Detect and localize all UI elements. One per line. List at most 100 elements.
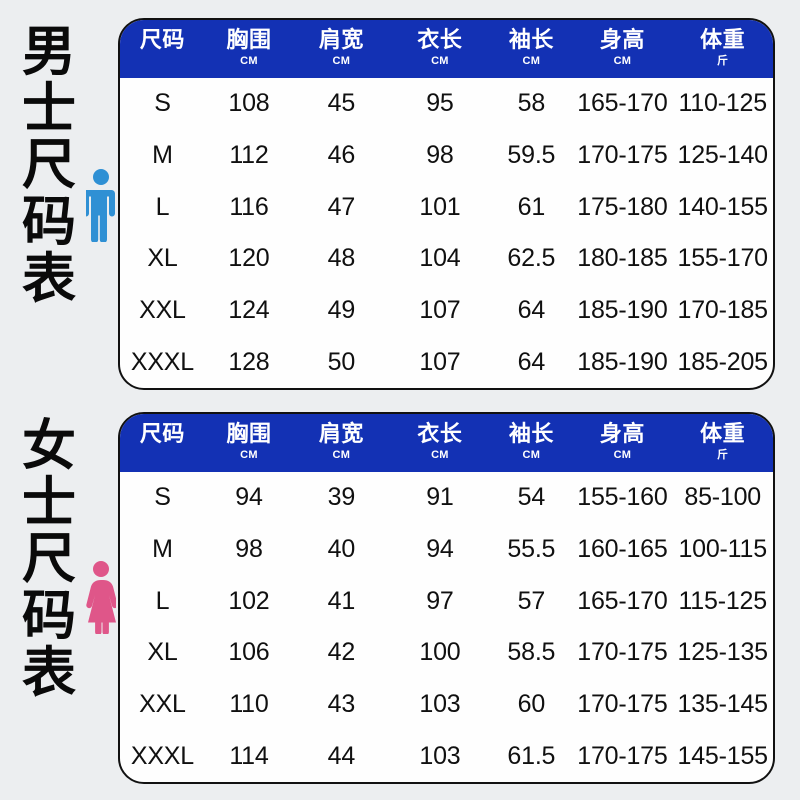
cell-sleeve: 62.5 [507, 244, 556, 273]
column-header-bust: 胸围 CM [205, 414, 293, 472]
column-header-unit: CM [522, 449, 541, 462]
cell-bust: 120 [228, 244, 270, 273]
column-header-unit: CM [332, 449, 351, 462]
column-header-shoulder: 肩宽 CM [293, 414, 390, 472]
column-header-weight: 体重斤 [672, 20, 773, 78]
column-header-unit: CM [240, 55, 258, 68]
cell-size: XXL [139, 689, 186, 718]
cell-sleeve: 64 [517, 347, 546, 376]
cell-sleeve: 60 [517, 689, 546, 718]
cell-weight: 125-140 [677, 140, 769, 169]
cell-size: M [152, 140, 173, 169]
cell-length: 107 [419, 295, 461, 324]
cell-length: 103 [419, 689, 461, 718]
cell-height: 165-170 [577, 586, 668, 615]
vertical-title-char-1: 士 [22, 76, 76, 140]
cell-length: 101 [419, 192, 461, 221]
vertical-title-char-3: 码 [22, 190, 76, 254]
column-header-label: 体重 [700, 28, 746, 54]
female-figure-icon [86, 560, 116, 634]
column-header-unit: CM [240, 449, 258, 462]
column-header-label: 衣长 [417, 28, 463, 54]
cell-shoulder: 46 [327, 140, 356, 169]
cell-size: L [155, 192, 170, 221]
cell-size: M [152, 534, 173, 563]
column-header-label: 衣长 [417, 422, 463, 448]
column-header-sleeve: 袖长 CM [490, 414, 572, 472]
cell-bust: 110 [229, 689, 269, 718]
table-row: XXXL 114 44 103 61.5 170-175 145-155 [120, 730, 773, 782]
column-header-length: 衣长 CM [390, 20, 491, 78]
cell-bust: 102 [228, 586, 270, 615]
column-header-label: 尺码 [139, 422, 185, 448]
cell-shoulder: 49 [327, 295, 356, 324]
cell-sleeve: 54 [517, 483, 546, 512]
column-header-unit: CM [613, 449, 632, 462]
column-header-height: 身高 CM [572, 20, 672, 78]
cell-length: 100 [419, 638, 461, 667]
womens-table-body: S 94 39 91 54 155-160 85-100 M 98 40 94 55.5 160-165… [120, 472, 773, 782]
mens-table-header: 尺码 胸围 CM 肩宽 CM 衣长 CM 袖长 CM 身高 CM 体重斤 [120, 20, 773, 78]
table-row: M 98 40 94 55.5 160-165 100-115 [120, 524, 773, 576]
cell-height: 165-170 [577, 89, 668, 118]
mens-table-body: S 108 45 95 58 165-170 110-125 M 112 46 98 59.5 170-… [120, 78, 773, 388]
cell-bust: 112 [229, 140, 269, 169]
cell-weight: 110-125 [678, 89, 767, 118]
cell-height: 170-175 [577, 638, 668, 667]
cell-size: XXXL [130, 347, 194, 376]
cell-height: 170-175 [577, 689, 668, 718]
cell-weight: 185-205 [677, 347, 769, 376]
column-header-size: 尺码 [120, 414, 205, 472]
table-row: XXL 124 49 107 64 185-190 170-185 [120, 285, 773, 337]
mens-size-chart-section: 男士尺码表 尺码 胸围 CM 肩宽 CM 衣长 CM 袖长 CM 身高 CM 体重斤 S 108 45 9… [0, 18, 800, 390]
womens-vertical-title: 女士尺码表 [14, 414, 84, 701]
cell-length: 94 [426, 534, 454, 563]
vertical-title-char-2: 尺 [22, 133, 76, 197]
column-header-label: 肩宽 [318, 422, 364, 448]
column-header-unit: CM [332, 55, 351, 68]
cell-length: 103 [419, 741, 461, 770]
cell-size: S [154, 89, 171, 118]
column-header-shoulder: 肩宽 CM [293, 20, 390, 78]
column-header-unit: 斤 [717, 448, 729, 462]
cell-size: XL [147, 638, 178, 667]
column-header-unit: CM [613, 55, 632, 68]
cell-size: XXL [139, 295, 186, 324]
column-header-label: 袖长 [508, 28, 554, 54]
cell-height: 170-175 [577, 741, 668, 770]
column-header-unit [120, 54, 205, 68]
cell-bust: 98 [235, 534, 263, 563]
column-header-unit: CM [431, 55, 449, 68]
cell-sleeve: 61 [517, 192, 546, 221]
header-row: 尺码 胸围 CM 肩宽 CM 衣长 CM 袖长 CM 身高 CM 体重斤 [120, 20, 773, 78]
cell-weight: 145-155 [677, 741, 769, 770]
cell-size: XL [147, 244, 178, 273]
mens-size-table: 尺码 胸围 CM 肩宽 CM 衣长 CM 袖长 CM 身高 CM 体重斤 S 108 45 95 58 165… [120, 20, 773, 388]
column-header-label: 袖长 [508, 422, 554, 448]
cell-length: 95 [426, 89, 454, 118]
column-header-unit: 斤 [717, 54, 729, 68]
table-row: S 94 39 91 54 155-160 85-100 [120, 472, 773, 524]
column-header-unit: CM [522, 55, 541, 68]
vertical-title-char-4: 表 [22, 246, 76, 310]
cell-size: S [154, 483, 171, 512]
cell-length: 107 [419, 347, 461, 376]
cell-weight: 135-145 [677, 689, 769, 718]
cell-bust: 108 [228, 89, 270, 118]
vertical-title-char-0: 女 [22, 414, 76, 477]
vertical-title-char-3: 码 [22, 584, 76, 648]
table-row: L 102 41 97 57 165-170 115-125 [120, 575, 773, 627]
column-header-length: 衣长 CM [390, 414, 491, 472]
cell-height: 180-185 [577, 244, 668, 273]
mens-vertical-title: 男士尺码表 [14, 23, 84, 310]
column-header-sleeve: 袖长 CM [490, 20, 572, 78]
cell-weight: 100-115 [678, 534, 767, 563]
cell-weight: 125-135 [677, 638, 769, 667]
table-row: L 116 47 101 61 175-180 140-155 [120, 181, 773, 233]
womens-size-table-card: 尺码 胸围 CM 肩宽 CM 衣长 CM 袖长 CM 身高 CM 体重斤 S 94 39 91 54 155-… [118, 412, 775, 784]
cell-shoulder: 47 [327, 192, 356, 221]
cell-size: XXXL [130, 741, 194, 770]
mens-size-table-card: 尺码 胸围 CM 肩宽 CM 衣长 CM 袖长 CM 身高 CM 体重斤 S 108 45 95 58 165… [118, 18, 775, 390]
column-header-label: 体重 [700, 422, 746, 448]
